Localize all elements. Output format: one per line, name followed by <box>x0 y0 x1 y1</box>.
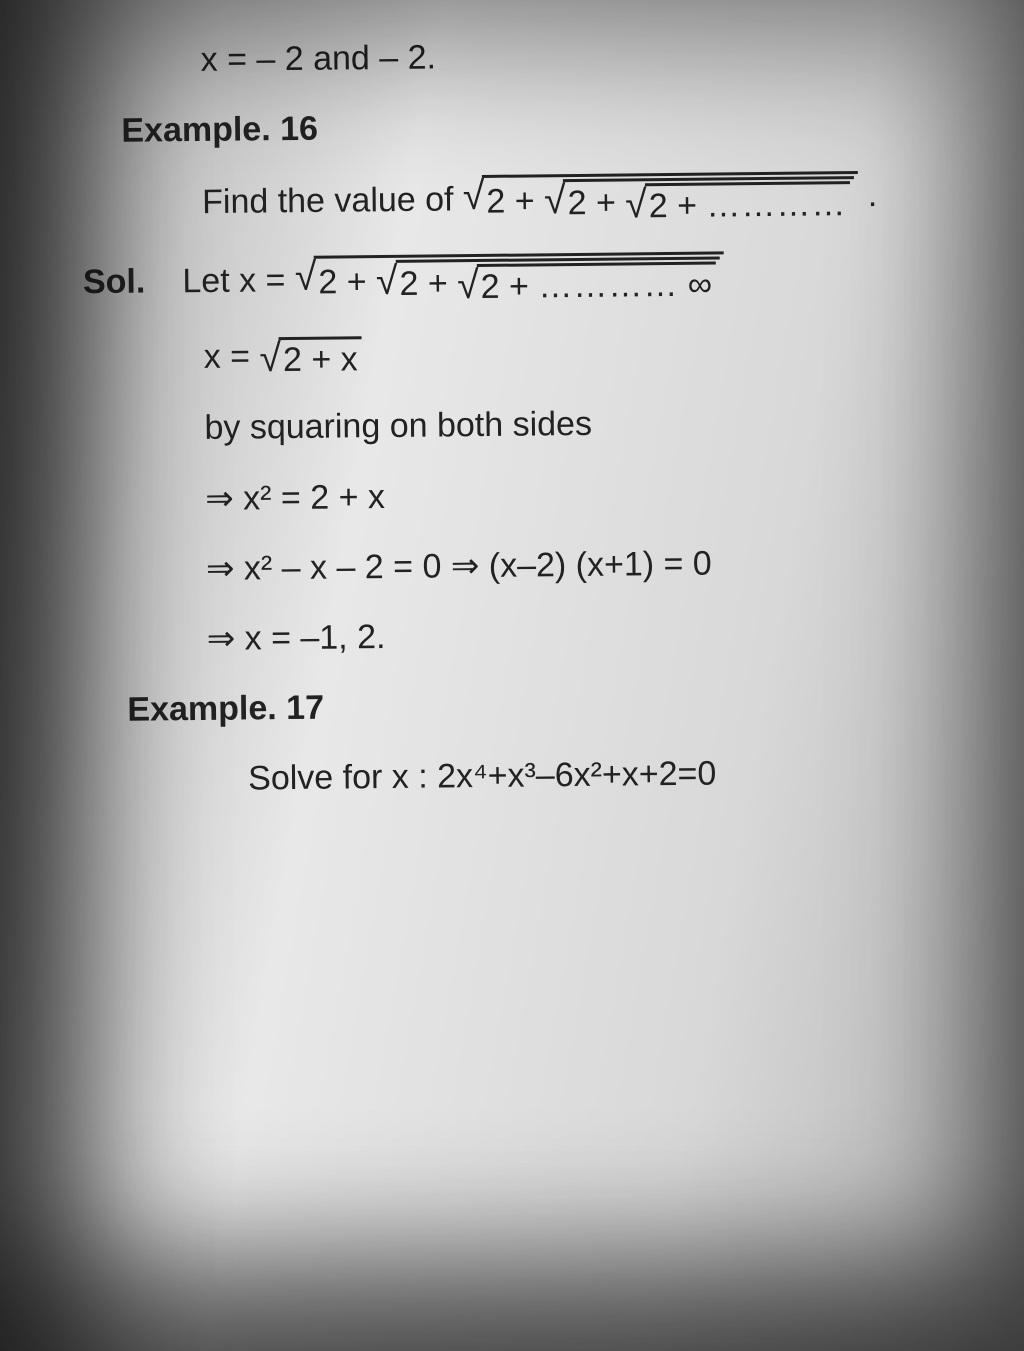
two: 2 <box>649 187 668 225</box>
previous-result: x = – 2 and – 2. <box>200 30 964 82</box>
radicand-2px: 2 + x <box>279 336 362 379</box>
squaring-note: by squaring on both sides <box>204 398 968 450</box>
example-16-question: Find the value of √ 2 + √ 2 + √ 2 + <box>202 170 967 230</box>
xeq-prefix: x = <box>204 337 260 376</box>
two: 2 <box>486 183 505 221</box>
radical-icon: √ <box>625 186 647 229</box>
radical-icon: √ <box>457 266 479 309</box>
two: 2 <box>318 263 337 301</box>
sqrt-2: √ 2 + √ 2 + ………… <box>544 176 855 227</box>
two: 2 <box>399 265 418 303</box>
infinity: ∞ <box>688 265 713 303</box>
outer-sqrt-2: √ 2 + √ 2 + √ 2 + ………… <box>295 251 725 308</box>
radicand-2: 2 + √ 2 + ………… <box>563 176 854 226</box>
dots: ………… <box>706 186 846 225</box>
radicand-3: 2 + ………… <box>645 181 851 226</box>
example-17-heading: Example. 17 <box>127 679 971 732</box>
radicand-1b: 2 + √ 2 + √ 2 + ………… ∞ <box>314 251 724 308</box>
example-16-heading: Example. 16 <box>121 100 965 153</box>
radicand-3b: 2 + ………… ∞ <box>476 261 716 306</box>
solution-line-let: Sol. Let x = √ 2 + √ 2 + √ 2 + <box>83 249 968 311</box>
example-17-question: Solve for x : 2x⁴+x³–6x²+x+2=0 <box>248 749 972 801</box>
sqrt-2b: √ 2 + √ 2 + ………… ∞ <box>376 256 720 307</box>
two: 2 <box>480 268 499 306</box>
let-prefix: Let x = <box>182 261 295 300</box>
plus: + <box>347 263 367 301</box>
radical-icon: √ <box>295 257 317 310</box>
step-2: ⇒ x² – x – 2 = 0 ⇒ (x–2) (x+1) = 0 <box>206 539 970 591</box>
find-prefix: Find the value of <box>202 181 463 222</box>
radical-icon: √ <box>376 262 398 310</box>
plus: + <box>515 182 535 220</box>
outer-sqrt: √ 2 + √ 2 + √ 2 + ………… <box>463 171 859 228</box>
radicand-1: 2 + √ 2 + √ 2 + ………… <box>482 171 858 227</box>
plus: + <box>428 264 448 302</box>
sqrt-2px: √ 2 + x <box>259 336 362 379</box>
radical-icon: √ <box>463 177 485 230</box>
radical-icon: √ <box>544 181 566 229</box>
plus: + <box>509 267 529 305</box>
plus: + <box>596 184 616 222</box>
step-1: ⇒ x² = 2 + x <box>205 468 969 520</box>
dots: ………… <box>538 266 678 305</box>
trailing-dot: . <box>868 176 878 214</box>
two: 2 <box>567 184 586 222</box>
step-3: ⇒ x = –1, 2. <box>206 609 970 661</box>
radical-icon: √ <box>259 339 281 382</box>
radicand-2b: 2 + √ 2 + ………… ∞ <box>395 256 720 307</box>
sqrt-3: √ 2 + ………… <box>625 181 851 226</box>
sol-label: Sol. <box>83 259 173 304</box>
x-equals-sqrt: x = √ 2 + x <box>204 327 968 380</box>
plus: + <box>677 187 697 225</box>
sqrt-3b: √ 2 + ………… ∞ <box>457 261 716 306</box>
